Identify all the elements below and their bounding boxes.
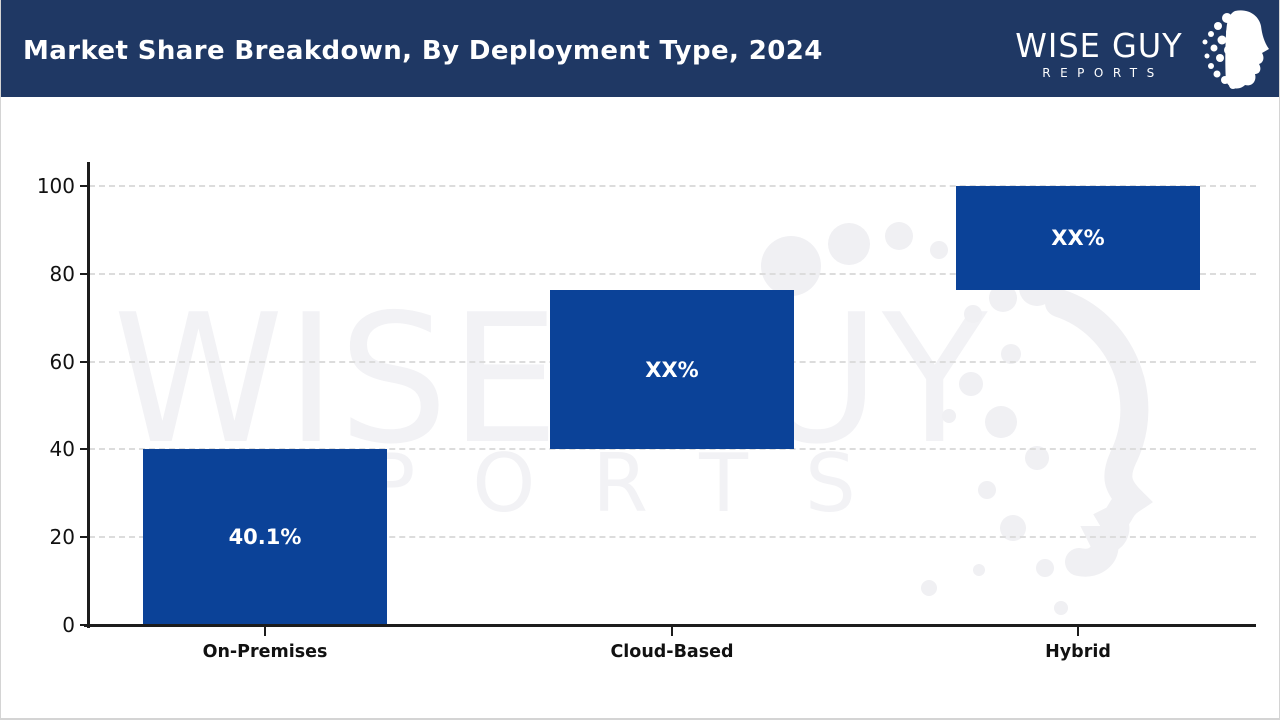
bar-on-premises [143, 448, 387, 625]
y-tick-label: 40 [49, 437, 75, 462]
gridline-80 [89, 272, 1256, 275]
y-tick-mark [80, 360, 89, 363]
x-tick-label: On-Premises [202, 642, 328, 662]
logo-brand-text: WISE GUY [1015, 26, 1183, 65]
y-tick-mark [80, 272, 89, 275]
bar-value-label: XX% [645, 357, 699, 382]
y-tick-label: 60 [49, 349, 75, 374]
y-tick-mark [80, 185, 89, 187]
bar-hybrid [956, 186, 1200, 291]
bar-value-label: XX% [1051, 226, 1105, 251]
y-tick-label: 0 [62, 613, 75, 637]
bar-cloud-based [550, 290, 794, 449]
y-tick-mark [80, 536, 89, 539]
gridline-40 [89, 448, 1256, 451]
x-tick-label: Hybrid [1045, 642, 1111, 662]
chart-title: Market Share Breakdown, By Deployment Ty… [23, 36, 823, 66]
x-tick-mark [1077, 627, 1079, 636]
y-tick-mark [80, 448, 89, 451]
y-tick-label: 80 [49, 261, 75, 286]
logo-text-block: WISE GUY REPORTS [1009, 26, 1189, 80]
gridline-100 [89, 185, 1256, 187]
y-tick-label: 20 [49, 525, 75, 550]
x-tick-label: Cloud-Based [610, 642, 734, 662]
y-tick-mark [80, 624, 89, 626]
y-tick-label: 100 [36, 174, 75, 198]
gridline-20 [89, 536, 1256, 539]
logo-reports-text: REPORTS [1042, 66, 1164, 80]
y-axis-line [87, 162, 90, 628]
watermark-dots-face-icon [761, 222, 1153, 615]
wise-guy-reports-logo: WISE GUY REPORTS [1009, 6, 1271, 92]
header-bar: Market Share Breakdown, By Deployment Ty… [1, 0, 1279, 97]
x-axis-line [84, 624, 1256, 627]
chart-plot-area: 0 20 40 60 80 100 40.1% On-Premises XX% Cloud-Bas… [1, 97, 1279, 718]
x-tick-mark [264, 627, 266, 636]
bar-value-label: 40.1% [228, 524, 302, 549]
logo-face-icon [1202, 10, 1269, 89]
x-tick-mark [671, 627, 673, 636]
